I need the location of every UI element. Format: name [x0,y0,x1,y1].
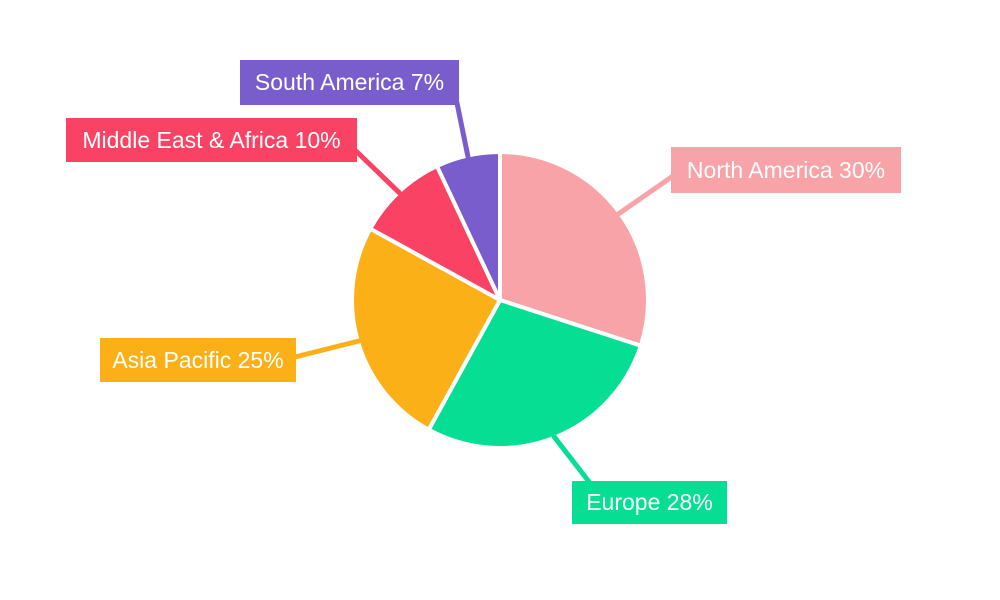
leader-line-middle-east-africa [353,148,402,196]
slice-label-asia-pacific: Asia Pacific 25% [100,338,296,382]
slice-label-europe: Europe 28% [572,481,727,524]
slice-label-middle-east-africa: Middle East & Africa 10% [66,118,357,162]
leader-line-asia-pacific [292,338,362,360]
leader-line-north-america [616,173,676,217]
leader-line-europe [551,434,593,486]
slice-label-south-america: South America 7% [240,60,459,105]
slice-label-north-america: North America 30% [671,147,901,193]
leader-line-south-america [454,100,471,160]
